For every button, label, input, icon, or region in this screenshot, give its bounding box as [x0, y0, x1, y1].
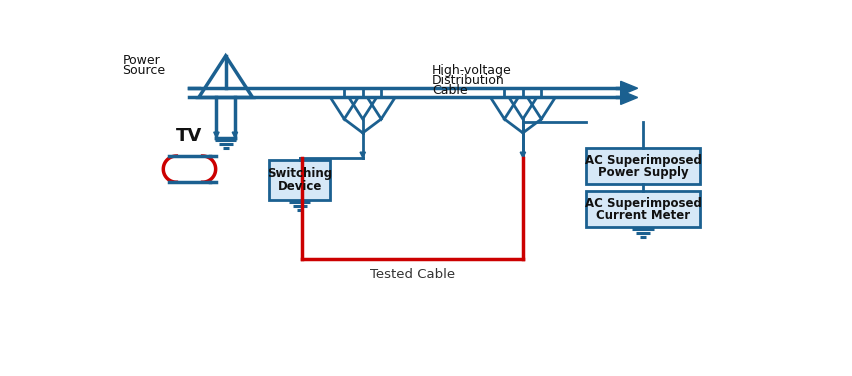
Polygon shape — [620, 91, 637, 105]
Polygon shape — [233, 132, 238, 138]
Text: High-voltage: High-voltage — [432, 64, 512, 77]
Text: Switching: Switching — [267, 167, 332, 180]
FancyBboxPatch shape — [586, 148, 700, 184]
Text: Tested Cable: Tested Cable — [370, 268, 455, 281]
Text: Power Supply: Power Supply — [598, 166, 688, 179]
Polygon shape — [521, 152, 526, 158]
FancyBboxPatch shape — [268, 160, 331, 200]
Text: Distribution: Distribution — [432, 74, 504, 88]
Text: TV: TV — [176, 127, 203, 145]
Polygon shape — [620, 81, 637, 95]
Text: AC Superimposed: AC Superimposed — [584, 197, 701, 210]
FancyBboxPatch shape — [586, 191, 700, 227]
Text: Current Meter: Current Meter — [596, 209, 690, 222]
Text: Cable: Cable — [432, 85, 468, 97]
Text: Source: Source — [123, 64, 165, 77]
Text: Power: Power — [123, 54, 160, 67]
Text: AC Superimposed: AC Superimposed — [584, 154, 701, 167]
Text: Device: Device — [278, 179, 322, 193]
Polygon shape — [360, 152, 366, 158]
Polygon shape — [214, 132, 219, 138]
